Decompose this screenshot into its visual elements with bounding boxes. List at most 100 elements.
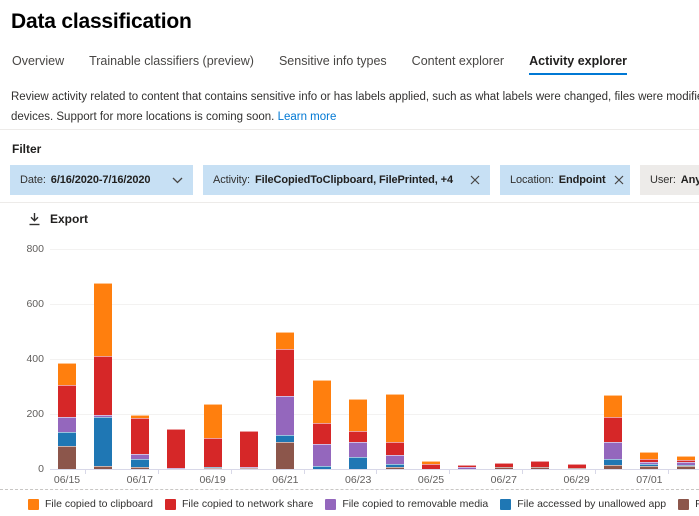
bar-segment-file-copied-to-removable-media[interactable] xyxy=(94,415,113,417)
bar-segment-file-accessed-by-unallowed-app[interactable] xyxy=(676,464,695,466)
filter-pill-activity[interactable]: Activity: FileCopiedToClipboard, FilePrin… xyxy=(203,165,490,195)
tab-sensitive-info-types[interactable]: Sensitive info types xyxy=(278,54,387,68)
bar-segment-file-printed[interactable] xyxy=(604,464,622,469)
export-label: Export xyxy=(50,212,89,226)
bar-segment-file-printed[interactable] xyxy=(203,467,222,469)
bar-segment-file-accessed-by-unallowed-app[interactable] xyxy=(276,434,295,442)
bar-segment-file-copied-to-network-share[interactable] xyxy=(167,429,186,468)
bar-segment-file-copied-to-network-share[interactable] xyxy=(240,430,258,467)
bar-segment-file-accessed-by-unallowed-app[interactable] xyxy=(349,456,368,469)
bar-segment-file-copied-to-clipboard[interactable] xyxy=(640,451,659,459)
bar-segment-file-copied-to-removable-media[interactable] xyxy=(312,444,331,467)
bar-segment-file-copied-to-network-share[interactable] xyxy=(640,458,659,462)
x-axis-tick xyxy=(230,469,232,474)
export-button[interactable]: Export xyxy=(28,212,88,226)
bar-segment-file-copied-to-clipboard[interactable] xyxy=(203,403,222,438)
bar-segment-file-copied-to-clipboard[interactable] xyxy=(58,363,76,386)
legend-item-file-copied-to-network-share: File copied to network share xyxy=(164,498,313,510)
bar-06-25 xyxy=(422,461,440,469)
bar-segment-file-copied-to-clipboard[interactable] xyxy=(422,461,440,465)
bar-segment-file-copied-to-removable-media[interactable] xyxy=(276,396,295,435)
close-icon[interactable] xyxy=(462,175,480,185)
bar-segment-file-accessed-by-unallowed-app[interactable] xyxy=(604,458,622,465)
close-icon[interactable] xyxy=(606,175,624,185)
x-axis-tick xyxy=(522,469,523,474)
bar-06-17 xyxy=(130,415,149,469)
bar-segment-file-copied-to-network-share[interactable] xyxy=(494,462,513,467)
y-axis-label: 800 xyxy=(26,243,44,255)
bar-segment-file-copied-to-clipboard[interactable] xyxy=(94,283,113,357)
bar-segment-file-copied-to-removable-media[interactable] xyxy=(130,453,149,459)
bar-segment-file-printed[interactable] xyxy=(676,465,695,469)
legend-swatch xyxy=(325,498,337,510)
description-line-2: devices. Support for more locations is c… xyxy=(11,107,699,127)
filter-pill-user[interactable]: User: Any xyxy=(640,165,699,195)
bar-segment-file-printed[interactable] xyxy=(531,466,550,469)
bar-segment-file-copied-to-clipboard[interactable] xyxy=(676,455,695,460)
bar-segment-file-accessed-by-unallowed-app[interactable] xyxy=(640,463,659,467)
legend-label: File accessed by unallowed app xyxy=(517,498,667,510)
bar-segment-file-copied-to-removable-media[interactable] xyxy=(676,462,695,465)
bar-segment-file-printed[interactable] xyxy=(567,468,586,469)
bar-segment-file-copied-to-network-share[interactable] xyxy=(458,464,477,468)
bar-segment-file-copied-to-network-share[interactable] xyxy=(203,437,222,467)
bar-segment-file-accessed-by-unallowed-app[interactable] xyxy=(94,416,113,467)
bar-segment-file-copied-to-clipboard[interactable] xyxy=(312,380,331,423)
legend-swatch xyxy=(678,498,690,510)
bar-segment-file-accessed-by-unallowed-app[interactable] xyxy=(58,431,76,446)
bar-segment-file-copied-to-removable-media[interactable] xyxy=(58,416,76,432)
bar-segment-file-copied-to-removable-media[interactable] xyxy=(385,455,404,464)
bar-segment-file-copied-to-network-share[interactable] xyxy=(567,463,586,469)
bar-segment-file-copied-to-removable-media[interactable] xyxy=(458,467,477,469)
bar-segment-file-copied-to-network-share[interactable] xyxy=(531,461,550,467)
gridline xyxy=(50,414,699,415)
bar-06-29 xyxy=(567,463,586,469)
bar-segment-file-copied-to-removable-media[interactable] xyxy=(167,467,186,469)
bar-segment-file-copied-to-network-share[interactable] xyxy=(349,431,368,442)
bar-segment-file-copied-to-clipboard[interactable] xyxy=(604,394,622,417)
bar-segment-file-printed[interactable] xyxy=(130,466,149,469)
bar-segment-file-copied-to-network-share[interactable] xyxy=(94,356,113,416)
bar-segment-file-copied-to-removable-media[interactable] xyxy=(240,466,258,468)
bar-segment-file-copied-to-network-share[interactable] xyxy=(422,464,440,469)
bar-segment-file-copied-to-network-share[interactable] xyxy=(58,385,76,417)
bar-segment-file-copied-to-clipboard[interactable] xyxy=(276,331,295,350)
tab-activity-explorer[interactable]: Activity explorer xyxy=(529,54,628,75)
bar-segment-file-copied-to-clipboard[interactable] xyxy=(349,398,368,432)
bar-segment-file-accessed-by-unallowed-app[interactable] xyxy=(385,463,404,467)
bar-segment-file-printed[interactable] xyxy=(385,466,404,469)
filter-pill-location[interactable]: Location: Endpoint xyxy=(500,165,630,195)
x-axis-line xyxy=(50,469,699,470)
learn-more-link[interactable]: Learn more xyxy=(277,111,337,123)
bar-segment-file-copied-to-clipboard[interactable] xyxy=(130,415,149,419)
bar-segment-file-copied-to-removable-media[interactable] xyxy=(349,441,368,457)
bar-segment-file-printed[interactable] xyxy=(94,466,113,469)
bar-segment-file-copied-to-network-share[interactable] xyxy=(604,416,622,442)
bar-segment-file-copied-to-network-share[interactable] xyxy=(276,349,295,397)
bar-segment-file-copied-to-network-share[interactable] xyxy=(385,441,404,456)
bar-segment-file-accessed-by-unallowed-app[interactable] xyxy=(203,466,222,468)
y-axis-label: 600 xyxy=(26,298,44,310)
bar-segment-file-copied-to-removable-media[interactable] xyxy=(640,461,659,464)
bar-06-19 xyxy=(203,403,222,469)
chevron-down-icon[interactable] xyxy=(164,177,183,184)
bar-segment-file-copied-to-clipboard[interactable] xyxy=(385,394,404,442)
bar-segment-file-printed[interactable] xyxy=(240,467,258,469)
bar-segment-file-printed[interactable] xyxy=(276,441,295,469)
bar-segment-file-copied-to-network-share[interactable] xyxy=(676,459,695,463)
pill-label: Activity: xyxy=(213,174,250,186)
bar-segment-file-accessed-by-unallowed-app[interactable] xyxy=(130,458,149,467)
tab-trainable-classifiers-preview[interactable]: Trainable classifiers (preview) xyxy=(89,54,254,68)
bar-06-24 xyxy=(385,394,404,469)
tab-content-explorer[interactable]: Content explorer xyxy=(411,54,505,68)
bar-segment-file-printed[interactable] xyxy=(58,445,76,469)
bar-segment-file-accessed-by-unallowed-app[interactable] xyxy=(312,466,331,469)
bar-segment-file-printed[interactable] xyxy=(494,466,513,469)
bar-segment-file-copied-to-removable-media[interactable] xyxy=(604,441,622,459)
bar-segment-file-copied-to-network-share[interactable] xyxy=(130,418,149,454)
filter-pill-date[interactable]: Date: 6/16/2020-7/16/2020 xyxy=(10,165,193,195)
bar-segment-file-printed[interactable] xyxy=(640,466,659,469)
gridline xyxy=(50,304,699,305)
tab-overview[interactable]: Overview xyxy=(12,54,65,68)
bar-segment-file-copied-to-network-share[interactable] xyxy=(312,422,331,445)
